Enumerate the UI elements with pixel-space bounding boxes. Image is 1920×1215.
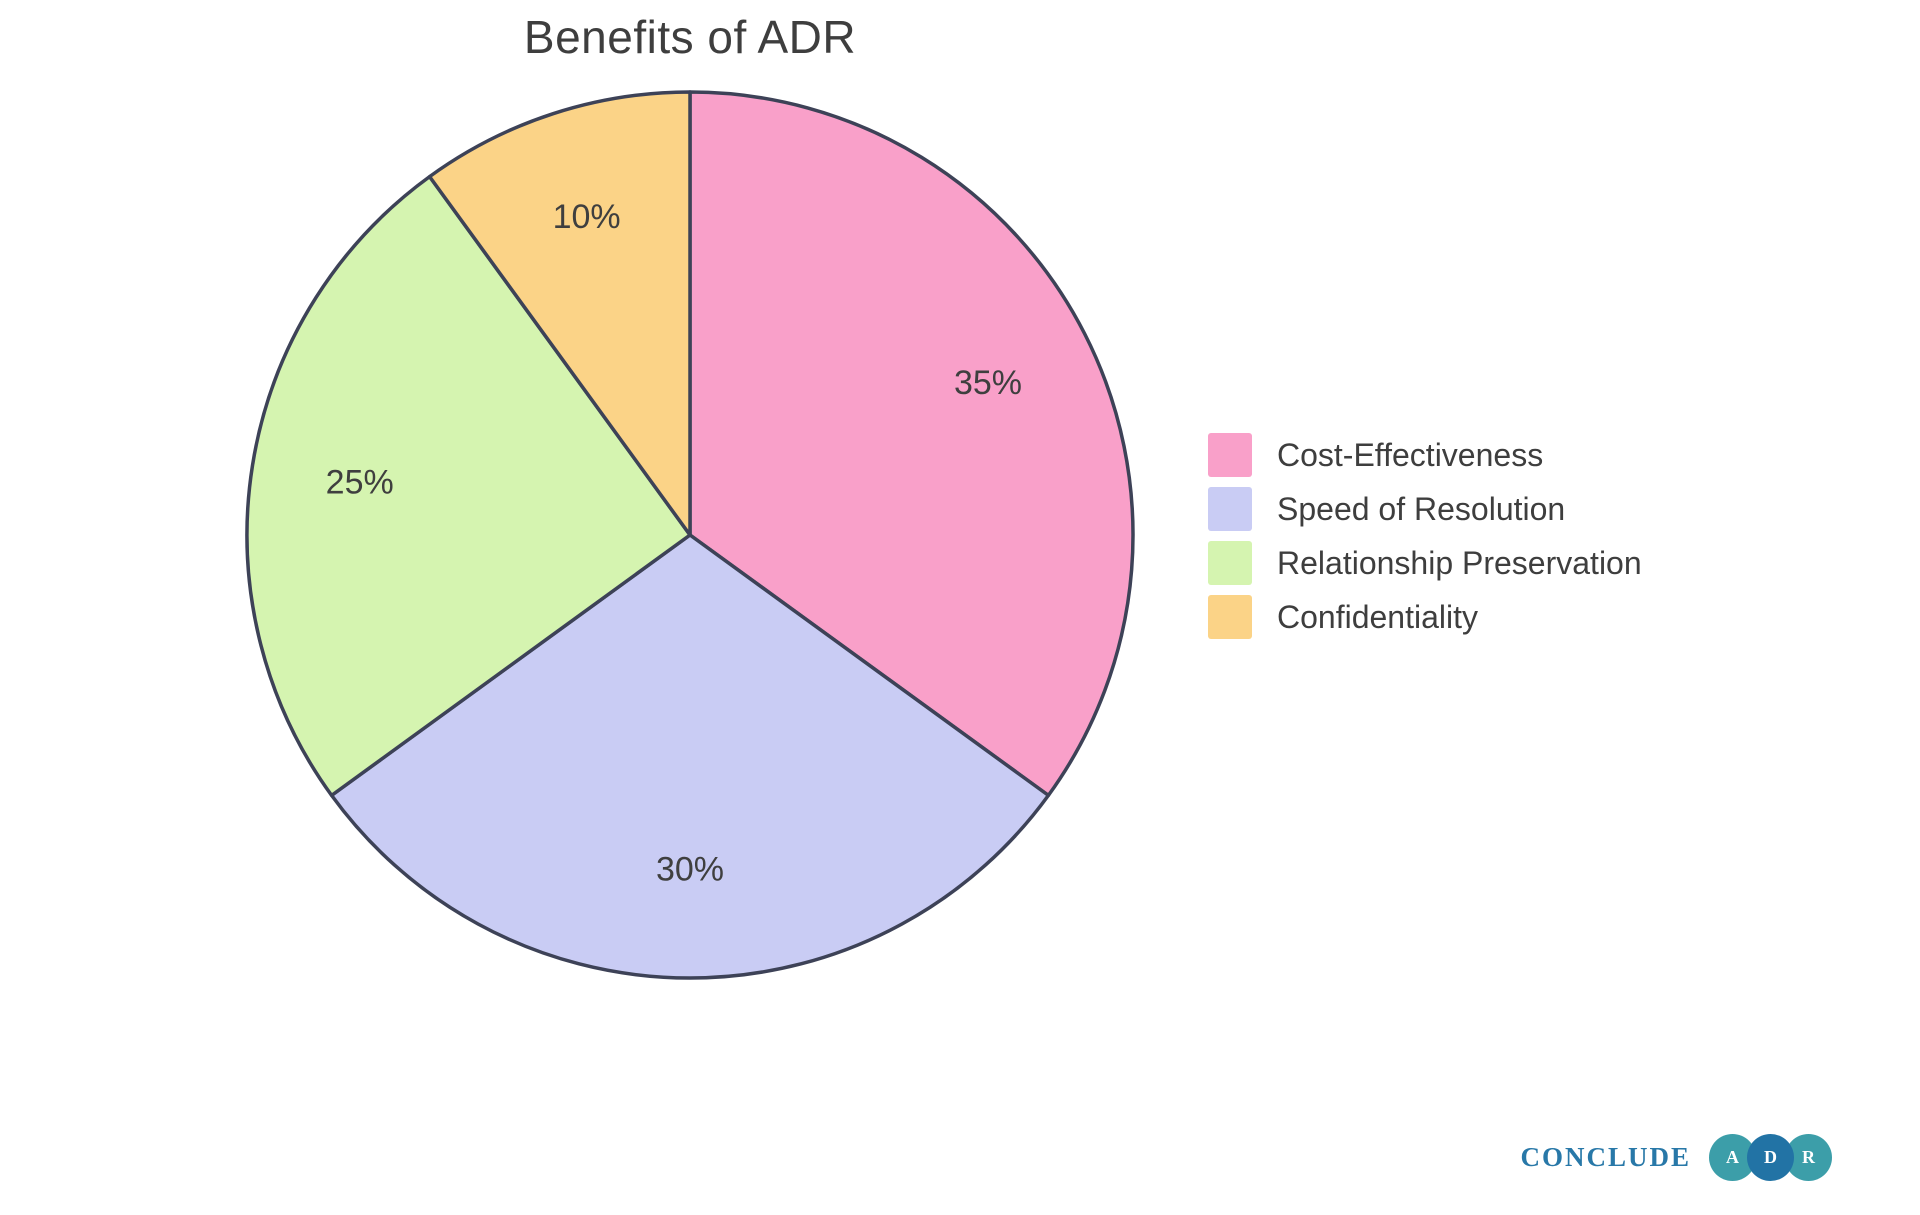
legend-swatch-cost-effectiveness (1208, 433, 1252, 477)
legend-swatch-relationship-preservation (1208, 541, 1252, 585)
legend-label: Speed of Resolution (1277, 490, 1566, 527)
legend-swatch-speed-of-resolution (1208, 487, 1252, 531)
chart-title: Benefits of ADR (523, 11, 857, 63)
slice-label-relationship-preservation: 25% (326, 464, 394, 502)
pie-slice-cost-effectiveness[interactable] (688, 90, 1135, 798)
pie-slice-speed-of-resolution[interactable] (329, 533, 1051, 980)
logo-wordmark: CONCLUDE (1520, 1142, 1691, 1172)
legend-label: Confidentiality (1277, 598, 1478, 635)
logo-badges: A D R (1709, 1134, 1832, 1181)
legend-item-cost-effectiveness[interactable]: Cost-Effectiveness (1208, 433, 1642, 477)
legend-swatch-confidentiality (1208, 595, 1252, 639)
slice-label-cost-effectiveness: 35% (954, 364, 1022, 402)
conclude-adr-logo: CONCLUDE A D R (1520, 1134, 1832, 1181)
pie-slice-relationship-preservation[interactable] (245, 174, 692, 798)
legend-label: Cost-Effectiveness (1277, 436, 1544, 473)
legend-item-speed-of-resolution[interactable]: Speed of Resolution (1208, 487, 1642, 531)
legend-label: Relationship Preservation (1277, 544, 1642, 581)
pie-slice-confidentiality[interactable] (427, 90, 692, 537)
logo-circle-d: D (1747, 1134, 1794, 1181)
slice-label-confidentiality: 10% (553, 198, 621, 236)
legend-item-relationship-preservation[interactable]: Relationship Preservation (1208, 541, 1642, 585)
slice-label-speed-of-resolution: 30% (656, 851, 724, 889)
legend: Cost-Effectiveness Speed of Resolution R… (1208, 433, 1642, 639)
legend-item-confidentiality[interactable]: Confidentiality (1208, 595, 1642, 639)
